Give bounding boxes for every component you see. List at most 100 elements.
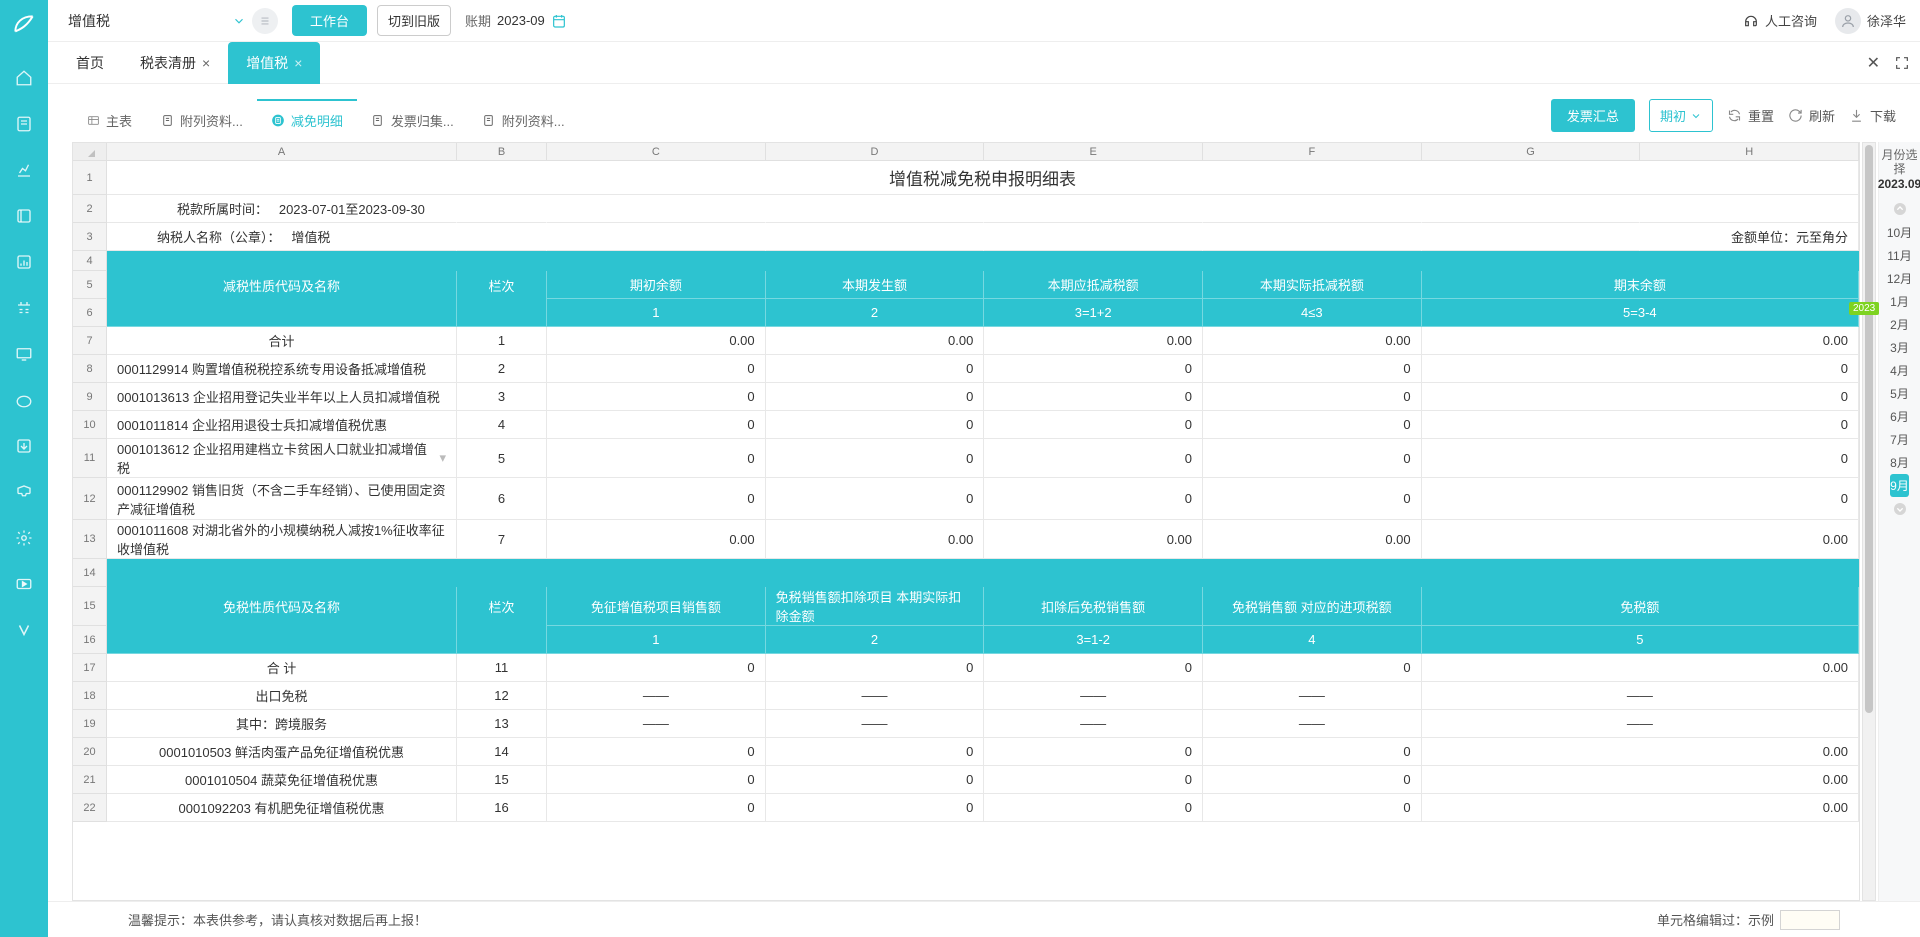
vertical-scrollbar[interactable] <box>1862 142 1876 901</box>
row-header[interactable]: 11 <box>73 439 107 478</box>
row-header[interactable]: 5 <box>73 271 107 299</box>
select-all-corner[interactable] <box>73 143 107 161</box>
close-icon[interactable]: × <box>294 55 302 71</box>
page-tab[interactable]: 增值税× <box>228 42 320 84</box>
period-value: 2023-09 <box>497 13 545 28</box>
nav-video-icon[interactable] <box>10 570 38 598</box>
list-toggle-icon[interactable] <box>252 8 278 34</box>
row-header[interactable]: 18 <box>73 682 107 710</box>
col-header[interactable]: G <box>1422 143 1641 161</box>
nav-chart-icon[interactable] <box>10 156 38 184</box>
nav-voucher-icon[interactable] <box>10 110 38 138</box>
period-start-button[interactable]: 期初 <box>1649 99 1713 132</box>
sheet-tab[interactable]: 附列资料... <box>146 99 257 140</box>
row-header[interactable]: 4 <box>73 251 107 271</box>
month-item[interactable]: 9月 <box>1890 474 1909 497</box>
nav-export-icon[interactable] <box>10 432 38 460</box>
row-header[interactable]: 1 <box>73 161 107 195</box>
row-header[interactable]: 12 <box>73 478 107 520</box>
row-header[interactable]: 22 <box>73 794 107 822</box>
month-prev-icon[interactable] <box>1892 201 1908 217</box>
row-name[interactable]: 合 计 <box>107 654 457 682</box>
row-name[interactable]: 0001010503 鲜活肉蛋产品免征增值税优惠 <box>107 738 457 766</box>
month-item[interactable]: 11月 <box>1886 244 1913 267</box>
row-header[interactable]: 2 <box>73 195 107 223</box>
switch-old-button[interactable]: 切到旧版 <box>377 5 451 36</box>
page-tab[interactable]: 税表清册× <box>122 42 228 84</box>
month-item[interactable]: 2月 <box>1886 313 1913 336</box>
nav-book-icon[interactable] <box>10 202 38 230</box>
nav-v-icon[interactable] <box>10 616 38 644</box>
row-header[interactable]: 19 <box>73 710 107 738</box>
nav-wallet-icon[interactable] <box>10 386 38 414</box>
month-item[interactable]: 12月 <box>1886 267 1913 290</box>
nav-report-icon[interactable] <box>10 248 38 276</box>
month-next-icon[interactable] <box>1892 501 1908 517</box>
nav-home-icon[interactable] <box>10 64 38 92</box>
row-header[interactable]: 15 <box>73 587 107 626</box>
row-name[interactable]: 0001013612 企业招用建档立卡贫困人口就业扣减增值税▾ <box>107 439 457 478</box>
month-item[interactable]: 4月 <box>1886 359 1913 382</box>
month-item[interactable]: 5月 <box>1886 382 1913 405</box>
download-button[interactable]: 下载 <box>1849 106 1896 125</box>
month-item[interactable]: 8月 <box>1886 451 1913 474</box>
row-name[interactable]: 其中：跨境服务 <box>107 710 457 738</box>
month-item[interactable]: 7月 <box>1886 428 1913 451</box>
row-header[interactable]: 9 <box>73 383 107 411</box>
col-header[interactable]: A <box>107 143 457 161</box>
help-link[interactable]: 人工咨询 <box>1743 11 1817 30</box>
sheet-tab[interactable]: 主表 <box>72 99 146 140</box>
page-tab[interactable]: 首页 <box>58 42 122 84</box>
month-item[interactable]: 1月 <box>1886 290 1913 313</box>
month-item[interactable]: 3月 <box>1886 336 1913 359</box>
row-name[interactable]: 0001011608 对湖北省外的小规模纳税人减按1%征收率征收增值税 <box>107 520 457 559</box>
row-header[interactable]: 14 <box>73 559 107 587</box>
month-item[interactable]: 10月 <box>1886 221 1913 244</box>
refresh-button[interactable]: 刷新 <box>1788 106 1835 125</box>
month-panel-title: 月份选择 <box>1879 148 1920 177</box>
sheet-tab[interactable]: 附列资料... <box>468 99 579 140</box>
dropdown-icon[interactable]: ▾ <box>439 450 446 466</box>
row-header[interactable]: 3 <box>73 223 107 251</box>
col-header[interactable]: H <box>1640 143 1859 161</box>
row-name[interactable]: 0001092203 有机肥免征增值税优惠 <box>107 794 457 822</box>
workspace-button[interactable]: 工作台 <box>292 5 367 36</box>
row-name[interactable]: 出口免税 <box>107 682 457 710</box>
nav-settings-icon[interactable] <box>10 524 38 552</box>
row-name[interactable]: 0001011814 企业招用退役士兵扣减增值税优惠 <box>107 411 457 439</box>
nav-screen-icon[interactable] <box>10 340 38 368</box>
sheet-tab[interactable]: 减免明细 <box>257 99 357 140</box>
close-all-tabs-icon[interactable]: ✕ <box>1867 53 1880 73</box>
row-name[interactable]: 0001013613 企业招用登记失业半年以上人员扣减增值税 <box>107 383 457 411</box>
row-name[interactable]: 0001010504 蔬菜免征增值税优惠 <box>107 766 457 794</box>
row-header[interactable]: 16 <box>73 626 107 654</box>
reset-button[interactable]: 重置 <box>1727 106 1774 125</box>
col-header[interactable]: E <box>984 143 1203 161</box>
nav-inbox-icon[interactable] <box>10 478 38 506</box>
row-header[interactable]: 7 <box>73 327 107 355</box>
row-header[interactable]: 6 <box>73 299 107 327</box>
invoice-summary-button[interactable]: 发票汇总 <box>1551 99 1635 132</box>
row-name[interactable]: 0001129914 购置增值税税控系统专用设备抵减增值税 <box>107 355 457 383</box>
app-selector-dropdown[interactable]: 增值税 <box>62 11 252 31</box>
sheet-tab[interactable]: 发票归集... <box>357 99 468 140</box>
scrollbar-thumb[interactable] <box>1865 145 1873 713</box>
col-header[interactable]: B <box>457 143 547 161</box>
row-header[interactable]: 8 <box>73 355 107 383</box>
row-header[interactable]: 20 <box>73 738 107 766</box>
row-name[interactable]: 合计 <box>107 327 457 355</box>
expand-icon[interactable] <box>1894 55 1910 71</box>
close-icon[interactable]: × <box>202 55 210 71</box>
col-header[interactable]: D <box>766 143 985 161</box>
calendar-icon[interactable] <box>551 13 567 29</box>
month-item[interactable]: 6月 <box>1886 405 1913 428</box>
row-header[interactable]: 21 <box>73 766 107 794</box>
nav-tax-icon[interactable] <box>10 294 38 322</box>
row-name[interactable]: 0001129902 销售旧货（不含二手车经销）、已使用固定资产减征增值税 <box>107 478 457 520</box>
row-header[interactable]: 13 <box>73 520 107 559</box>
row-header[interactable]: 17 <box>73 654 107 682</box>
avatar-icon[interactable] <box>1835 8 1861 34</box>
row-header[interactable]: 10 <box>73 411 107 439</box>
col-header[interactable]: F <box>1203 143 1422 161</box>
col-header[interactable]: C <box>547 143 766 161</box>
